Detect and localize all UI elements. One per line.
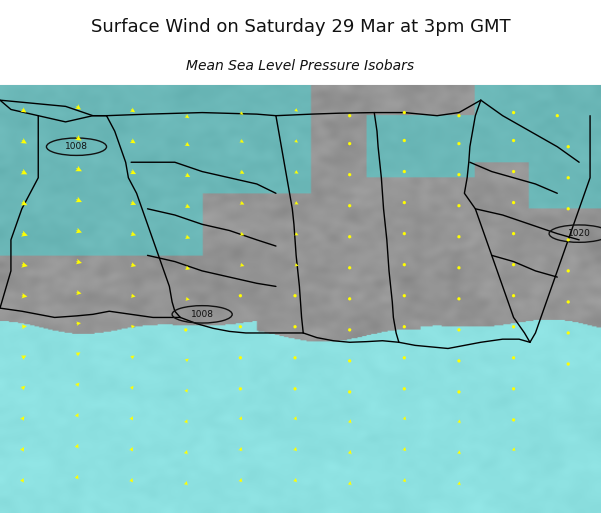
Text: Mean Sea Level Pressure Isobars: Mean Sea Level Pressure Isobars [186,59,415,73]
Text: 1008: 1008 [191,310,213,319]
Text: 1008: 1008 [65,142,88,151]
Text: 1020: 1020 [568,229,591,238]
Text: Surface Wind on Saturday 29 Mar at 3pm GMT: Surface Wind on Saturday 29 Mar at 3pm G… [91,18,510,36]
